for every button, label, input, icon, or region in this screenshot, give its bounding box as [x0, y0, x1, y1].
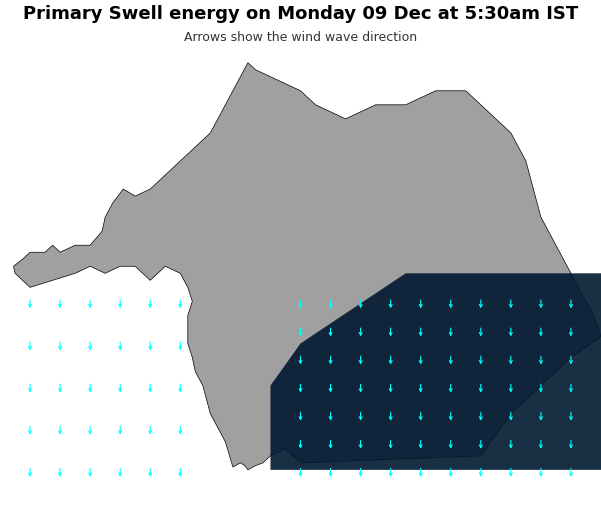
Polygon shape	[14, 62, 601, 470]
Text: Arrows show the wind wave direction: Arrows show the wind wave direction	[184, 31, 417, 45]
Polygon shape	[270, 273, 601, 470]
Text: Primary Swell energy on Monday 09 Dec at 5:30am IST: Primary Swell energy on Monday 09 Dec at…	[23, 5, 578, 23]
